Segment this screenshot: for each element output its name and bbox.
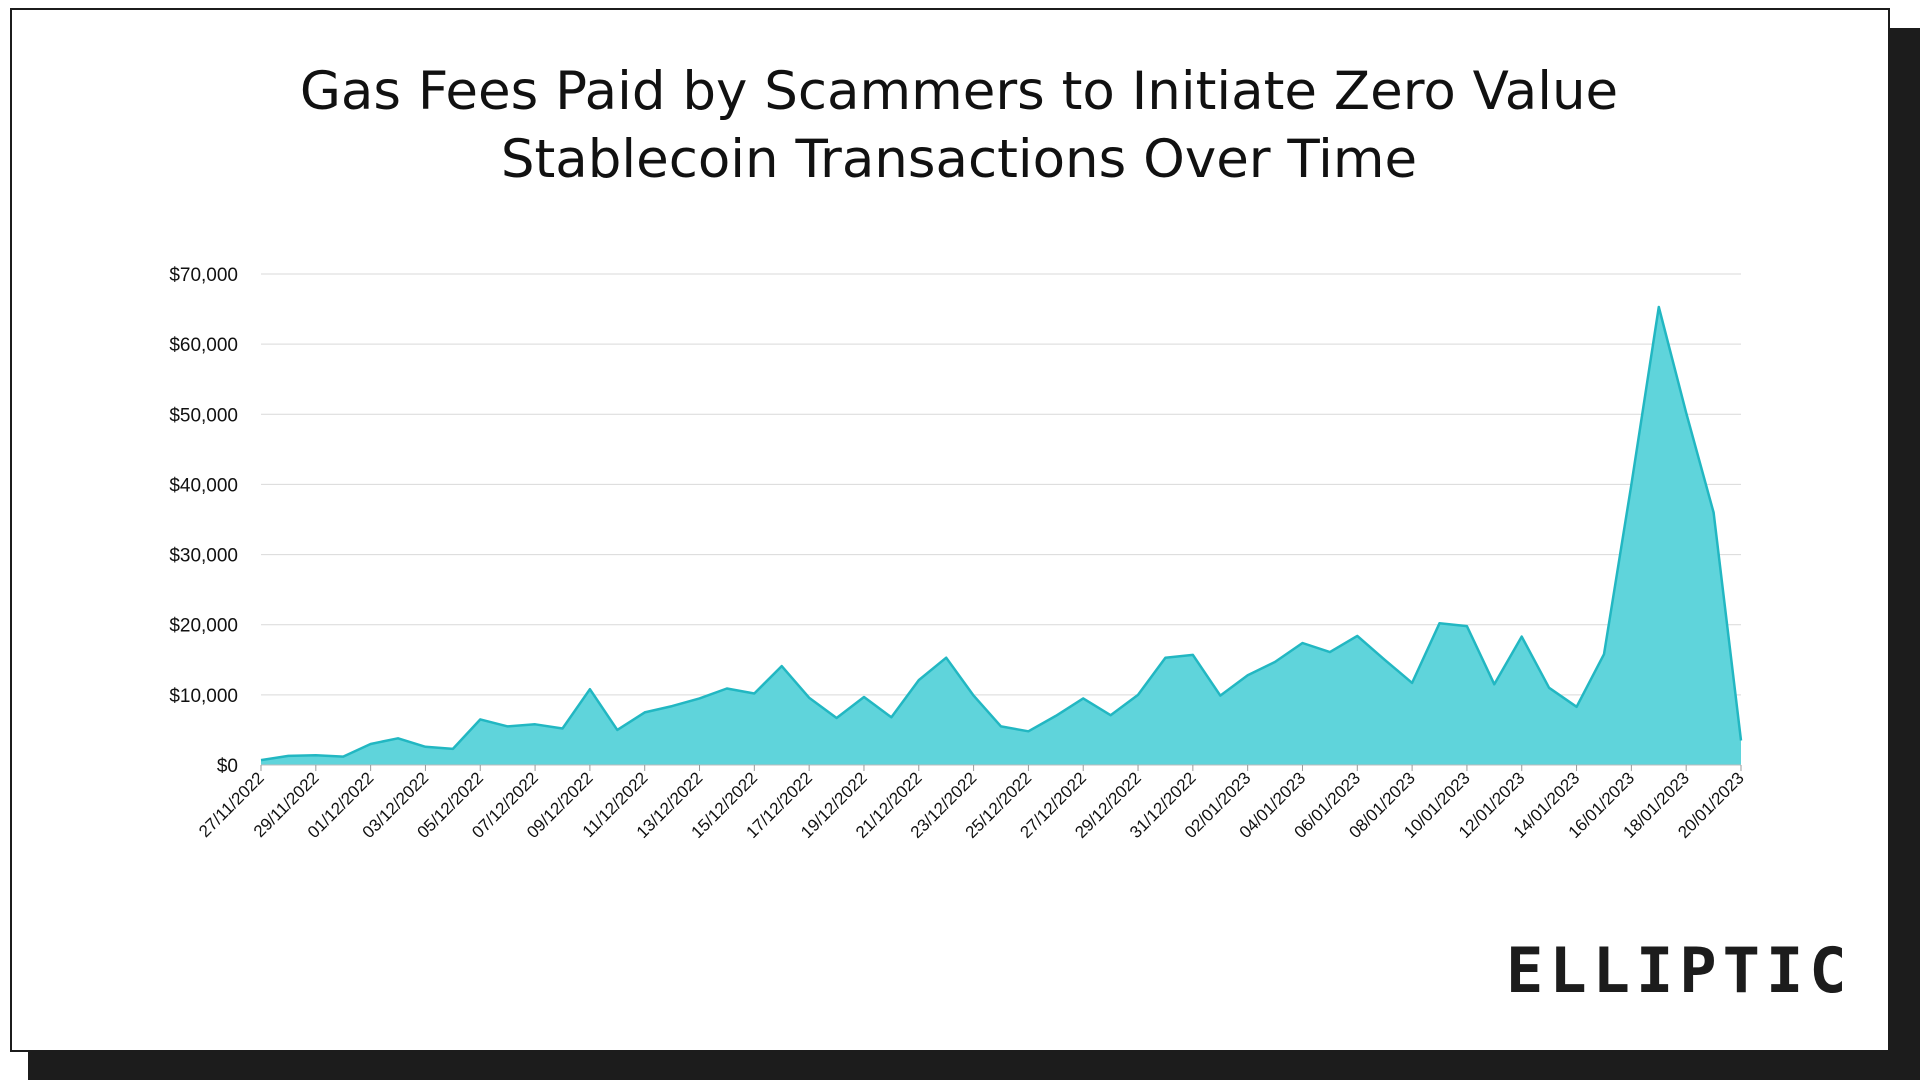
data-point bbox=[1657, 305, 1661, 309]
data-point bbox=[698, 696, 702, 700]
data-point bbox=[835, 716, 839, 720]
data-point bbox=[972, 694, 976, 698]
y-tick-label: $60,000 bbox=[169, 335, 238, 356]
elliptic-logo: ELLIPTIC bbox=[1506, 934, 1853, 1007]
y-tick-label: $30,000 bbox=[169, 546, 238, 567]
data-point bbox=[478, 717, 482, 721]
data-point bbox=[862, 695, 866, 699]
data-point bbox=[780, 664, 784, 668]
data-point bbox=[807, 696, 811, 700]
data-point bbox=[752, 692, 756, 696]
y-tick-label: $0 bbox=[217, 756, 238, 777]
data-point bbox=[1246, 673, 1250, 677]
data-point bbox=[533, 722, 537, 726]
data-point bbox=[1602, 652, 1606, 656]
data-point bbox=[1136, 693, 1140, 697]
x-axis-ticks: 27/11/202229/11/202201/12/202203/12/2022… bbox=[195, 764, 1748, 842]
data-point bbox=[1054, 714, 1058, 718]
data-point bbox=[396, 736, 400, 740]
data-point bbox=[1273, 660, 1277, 664]
y-tick-label: $40,000 bbox=[169, 475, 238, 496]
data-point bbox=[615, 728, 619, 732]
data-point bbox=[341, 755, 345, 759]
data-point bbox=[1301, 641, 1305, 645]
chart-title-line-2: Stablecoin Transactions Over Time bbox=[500, 129, 1418, 190]
data-point bbox=[451, 747, 455, 751]
data-point bbox=[999, 724, 1003, 728]
data-point bbox=[314, 753, 318, 757]
data-point bbox=[725, 687, 729, 691]
data-point bbox=[423, 745, 427, 749]
y-tick-label: $50,000 bbox=[169, 405, 238, 426]
data-point bbox=[1109, 713, 1113, 717]
data-point bbox=[670, 704, 674, 708]
data-point bbox=[1547, 686, 1551, 690]
data-point bbox=[1465, 624, 1469, 628]
y-tick-label: $20,000 bbox=[169, 616, 238, 637]
data-point bbox=[1026, 729, 1030, 733]
data-point bbox=[369, 742, 373, 746]
data-point bbox=[1410, 681, 1414, 685]
y-axis-ticks: $0 $10,000 $20,000 $30,000 $40,000 $50,000 $60… bbox=[169, 265, 238, 777]
data-point bbox=[1520, 635, 1524, 639]
data-point bbox=[1712, 511, 1716, 515]
chart-title: Gas Fees Paid by Scammers to Initiate Ze… bbox=[0, 58, 1918, 194]
area-fill bbox=[261, 307, 1741, 765]
data-point bbox=[1629, 482, 1633, 486]
y-tick-label: $70,000 bbox=[169, 265, 238, 286]
data-point bbox=[944, 656, 948, 660]
data-point bbox=[561, 727, 565, 731]
chart-card bbox=[10, 8, 1890, 1052]
data-point bbox=[1328, 650, 1332, 654]
area-series bbox=[259, 305, 1743, 765]
data-point bbox=[286, 754, 290, 758]
data-point bbox=[588, 687, 592, 691]
data-point bbox=[1191, 653, 1195, 657]
chart-title-line-1: Gas Fees Paid by Scammers to Initiate Ze… bbox=[299, 61, 1619, 122]
data-point bbox=[1081, 696, 1085, 700]
data-point bbox=[506, 724, 510, 728]
data-point bbox=[889, 715, 893, 719]
data-point bbox=[1492, 682, 1496, 686]
data-point bbox=[1438, 621, 1442, 625]
data-point bbox=[1163, 656, 1167, 660]
data-point bbox=[1383, 658, 1387, 662]
data-point bbox=[1739, 739, 1743, 743]
data-point bbox=[643, 710, 647, 714]
data-point bbox=[1575, 705, 1579, 709]
data-point bbox=[1218, 694, 1222, 698]
area-line bbox=[260, 305, 1743, 762]
data-point bbox=[917, 678, 921, 682]
data-point bbox=[1355, 634, 1359, 638]
y-tick-label: $10,000 bbox=[169, 686, 238, 707]
data-point bbox=[1684, 411, 1688, 415]
data-point bbox=[259, 758, 263, 762]
